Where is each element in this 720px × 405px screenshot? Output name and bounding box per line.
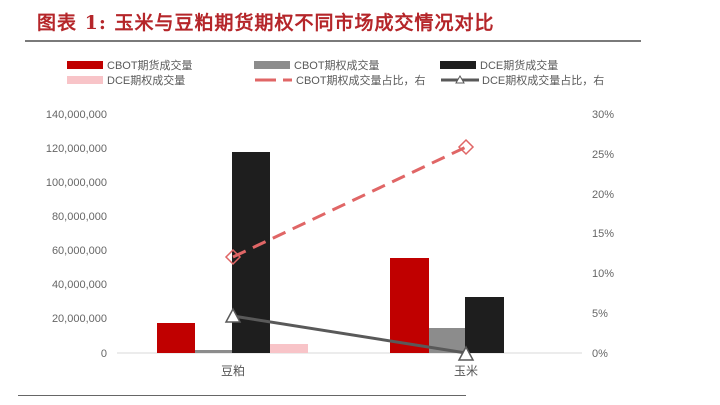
bar-group-corn — [390, 258, 504, 353]
left-axis: 140,000,000 120,000,000 100,000,000 80,0… — [46, 109, 107, 360]
category-label-soymeal: 豆粕 — [221, 363, 245, 378]
legend-item-cbot-options: CBOT期权成交量 — [254, 57, 380, 73]
right-tick: 20% — [592, 189, 614, 201]
left-tick: 120,000,000 — [46, 143, 107, 155]
left-tick: 140,000,000 — [46, 109, 107, 121]
legend-swatch — [440, 61, 476, 69]
legend-swatch — [67, 76, 103, 84]
bar-dce-futures — [465, 297, 504, 353]
left-tick: 80,000,000 — [52, 211, 107, 223]
title-divider — [25, 40, 641, 42]
legend-item-cbot-ratio: CBOT期权成交量占比，右 — [254, 72, 426, 88]
diamond-marker-icon — [457, 138, 475, 156]
line-dce-options-ratio — [224, 307, 475, 361]
right-tick: 10% — [592, 268, 614, 280]
legend-item-cbot-futures: CBOT期货成交量 — [67, 57, 193, 73]
legend-label: DCE期货成交量 — [480, 60, 559, 72]
legend-label: CBOT期权成交量 — [294, 60, 380, 72]
bar-cbot-options — [195, 350, 232, 353]
legend-item-dce-futures: DCE期货成交量 — [440, 57, 558, 73]
chart-title: 图表 1: 玉米与豆粕期货期权不同市场成交情况对比 — [37, 12, 495, 34]
left-tick: 40,000,000 — [52, 279, 107, 291]
triangle-marker-icon — [457, 345, 475, 361]
left-tick: 60,000,000 — [52, 245, 107, 257]
dce-ratio-line — [232, 314, 467, 355]
right-axis: 30% 25% 20% 15% 10% 5% 0% — [592, 109, 614, 360]
bottom-divider — [18, 395, 466, 396]
bar-dce-futures — [232, 152, 270, 353]
left-tick: 0 — [101, 348, 107, 360]
legend-swatch — [67, 61, 103, 69]
legend-label: CBOT期货成交量 — [107, 60, 193, 72]
right-tick: 25% — [592, 149, 614, 161]
right-tick: 15% — [592, 228, 614, 240]
bar-cbot-futures — [157, 323, 195, 353]
triangle-line-icon — [441, 75, 479, 84]
line-cbot-options-ratio — [224, 138, 475, 266]
left-tick: 100,000,000 — [46, 177, 107, 189]
legend-item-dce-options: DCE期权成交量 — [67, 72, 185, 88]
bar-dce-options — [270, 344, 308, 353]
dashed-line-icon — [255, 78, 292, 82]
category-label-corn: 玉米 — [454, 364, 478, 378]
right-tick: 30% — [592, 109, 614, 121]
bar-cbot-futures — [390, 258, 429, 353]
right-tick: 5% — [592, 308, 608, 320]
legend-label: DCE期权成交量 — [107, 75, 186, 87]
right-tick: 0% — [592, 348, 608, 360]
legend-swatch — [254, 61, 290, 69]
triangle-marker-icon — [224, 307, 242, 323]
left-tick: 20,000,000 — [52, 313, 107, 325]
diamond-marker-icon — [224, 248, 242, 266]
legend-label: DCE期权成交量占比，右 — [482, 75, 605, 87]
legend-label: CBOT期权成交量占比，右 — [296, 75, 426, 87]
legend-item-dce-ratio: DCE期权成交量占比，右 — [440, 72, 604, 88]
